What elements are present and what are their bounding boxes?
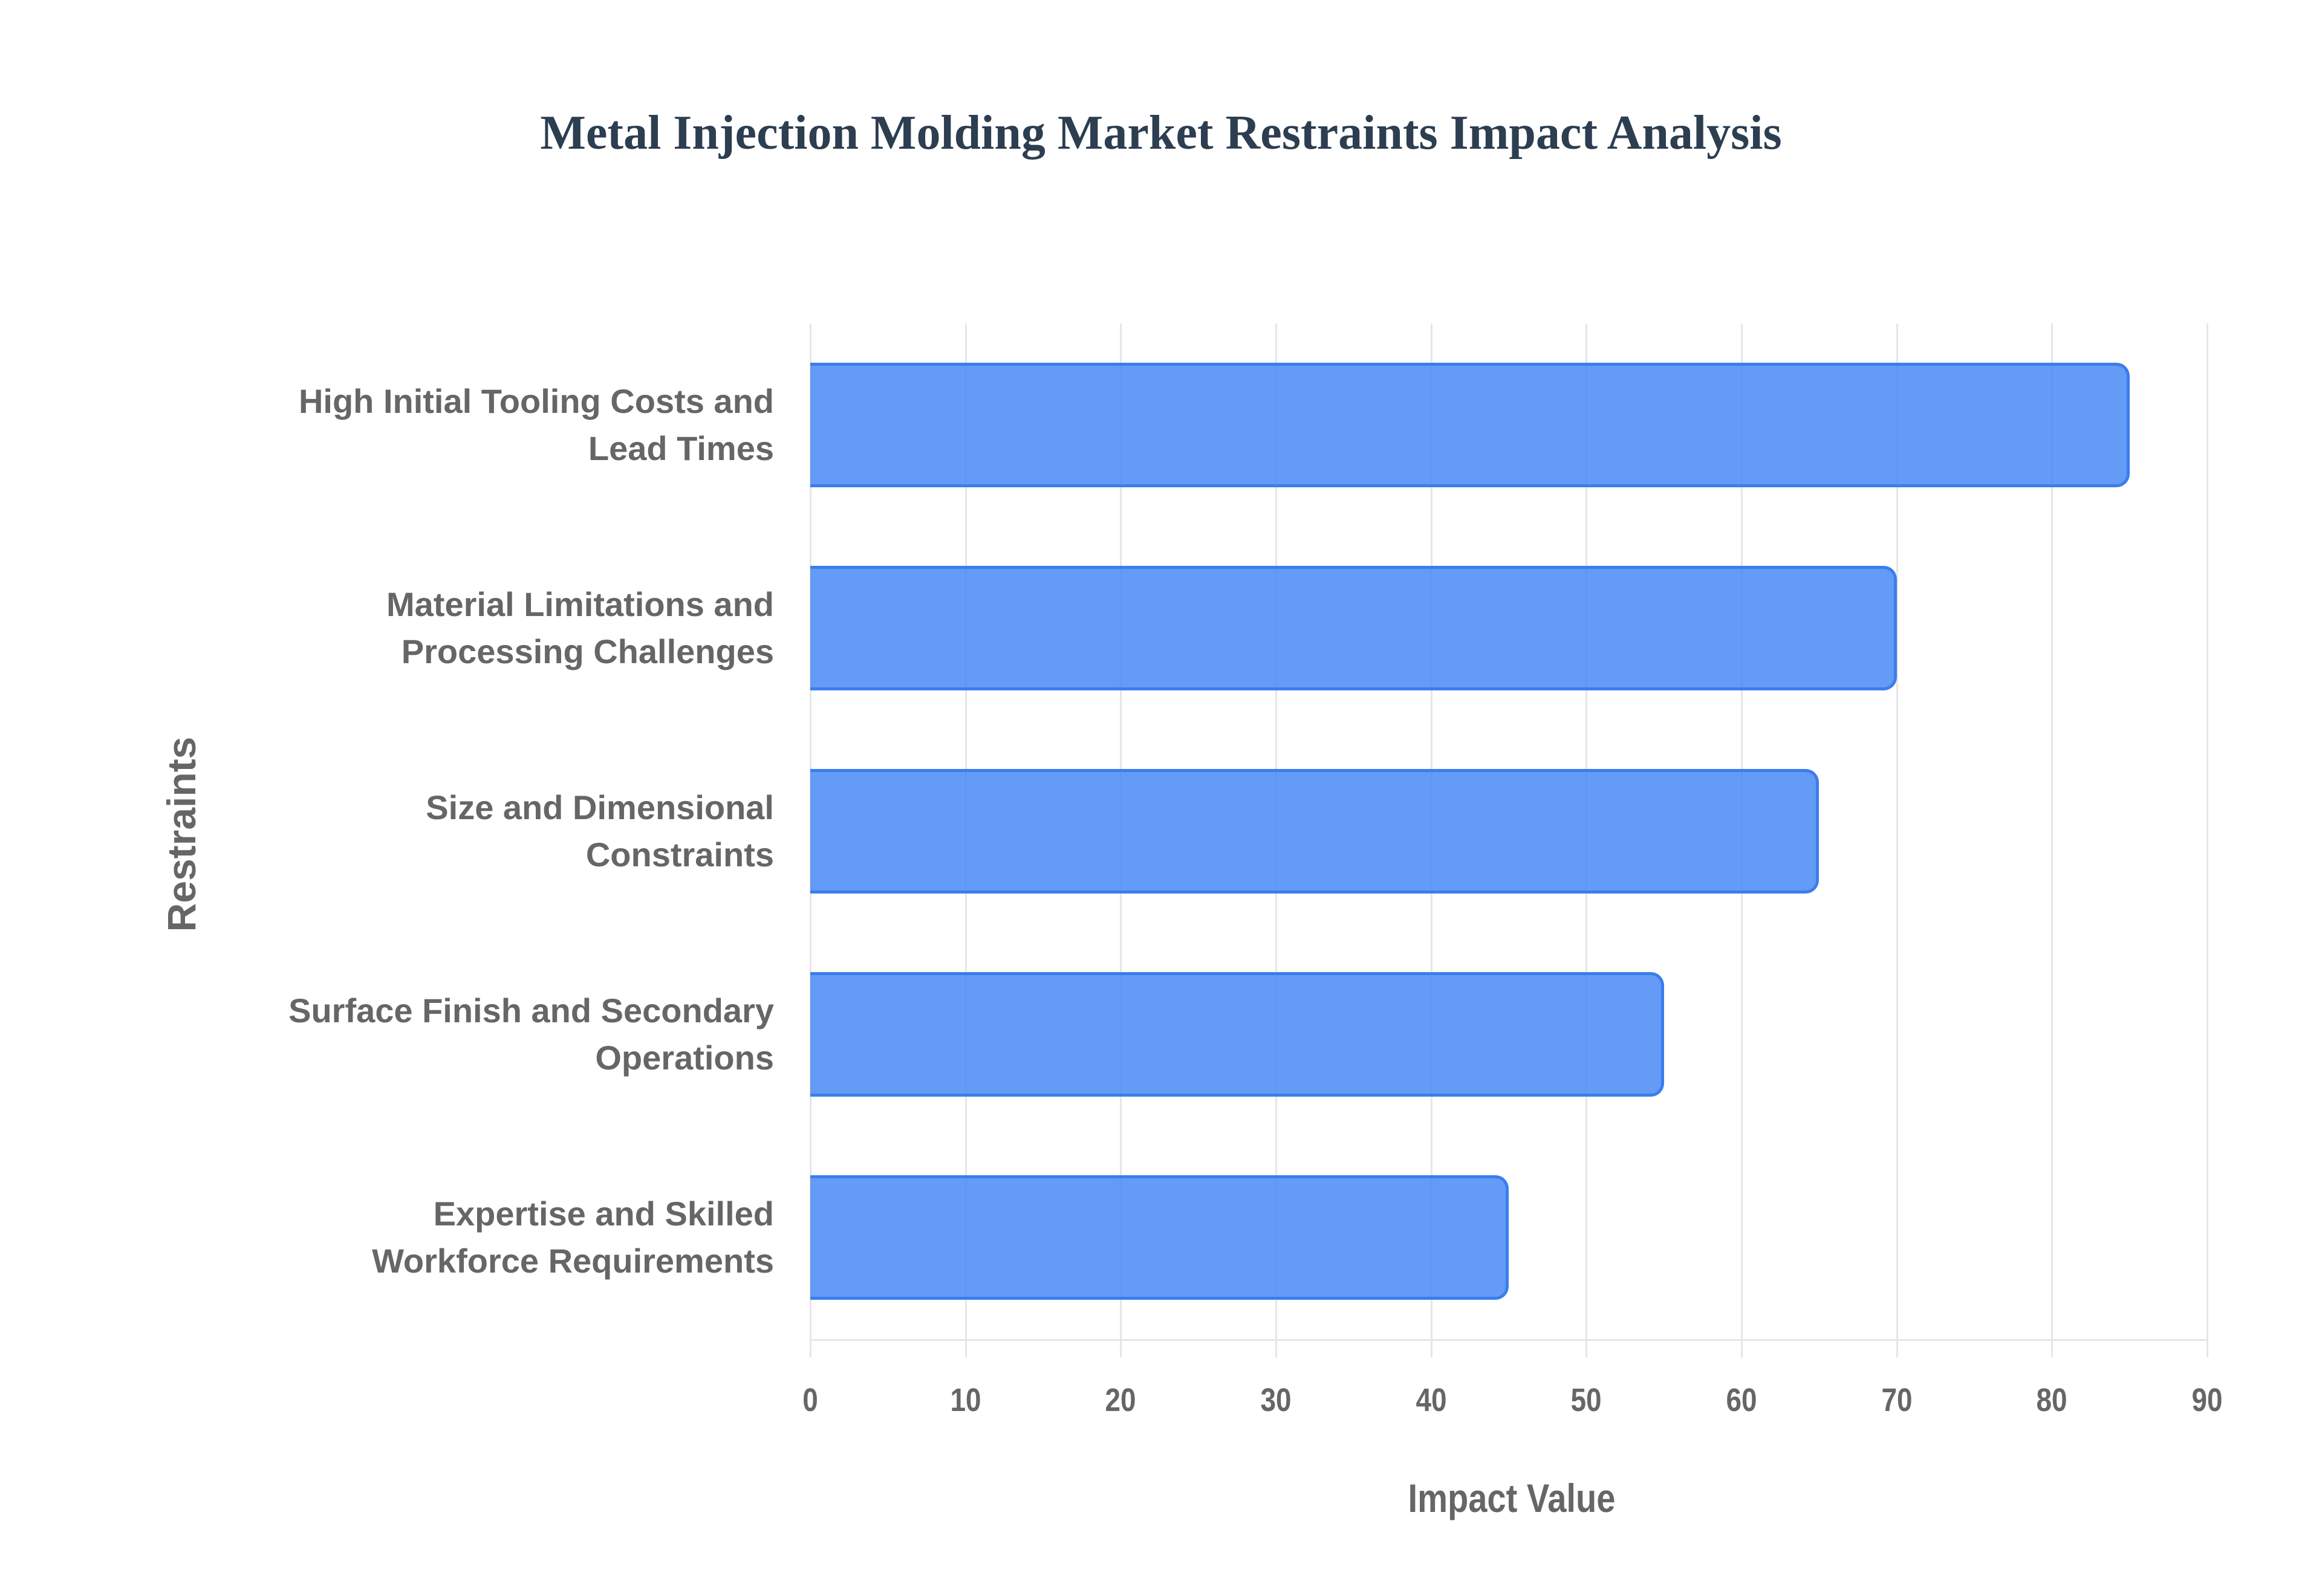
y-category-label-line: Workforce Requirements [372, 1242, 774, 1280]
y-category-label: Expertise and Skilled Workforce Requireme… [169, 1190, 774, 1285]
y-category-label: Material Limitations and Processing Chall… [169, 581, 774, 675]
y-axis-title: Restraints [159, 736, 204, 932]
y-category-label-line: Size and Dimensional [426, 788, 774, 826]
x-tick-label: 0 [802, 1382, 818, 1418]
chart-title: Metal Injection Molding Market Restraint… [540, 106, 1782, 160]
bar[interactable] [810, 363, 2130, 487]
bar[interactable] [810, 972, 1664, 1097]
bar[interactable] [810, 566, 1897, 690]
y-category-label: Size and Dimensional Constraints [169, 784, 774, 878]
x-axis-title: Impact Value [1408, 1476, 1616, 1520]
x-tick-label: 20 [1105, 1382, 1136, 1418]
y-category-label-line: Surface Finish and Secondary [288, 991, 774, 1030]
y-category-label: Surface Finish and Secondary Operations [169, 987, 774, 1082]
y-category-label-line: Material Limitations and [386, 585, 774, 623]
x-tick-label: 80 [2036, 1382, 2067, 1418]
y-category-label-line: Operations [595, 1039, 774, 1077]
y-category-label-line: Constraints [585, 835, 774, 874]
x-tick-label: 50 [1570, 1382, 1602, 1418]
y-category-label-line: High Initial Tooling Costs and [298, 382, 774, 420]
x-axis-line [810, 1339, 2207, 1341]
y-category-label: High Initial Tooling Costs and Lead Times [169, 378, 774, 472]
x-tick-label: 40 [1416, 1382, 1447, 1418]
gridline [2207, 323, 2208, 1357]
bar[interactable] [810, 1175, 1509, 1300]
gridline [2051, 323, 2054, 1357]
x-tick-label: 10 [950, 1382, 981, 1418]
x-tick-label: 90 [2191, 1382, 2223, 1418]
x-tick-label: 30 [1260, 1382, 1292, 1418]
plot-area [810, 323, 2208, 1357]
y-category-label-line: Expertise and Skilled [433, 1195, 774, 1233]
x-tick-label: 60 [1726, 1382, 1757, 1418]
gridline [1896, 323, 1898, 1357]
y-category-label-line: Processing Challenges [401, 632, 774, 670]
bar[interactable] [810, 769, 1820, 894]
x-tick-label: 70 [1881, 1382, 1913, 1418]
y-category-label-line: Lead Times [588, 429, 774, 467]
